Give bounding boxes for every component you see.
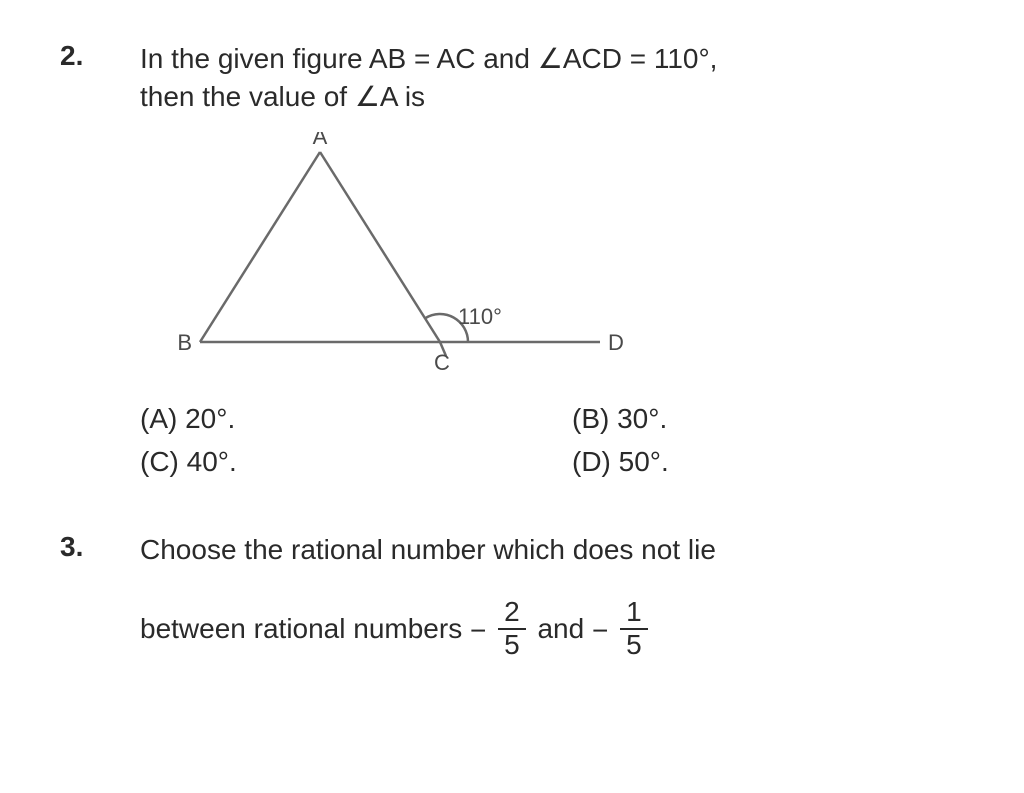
q2-option-c: (C) 40°. xyxy=(140,443,532,481)
label-angle-110: 110° xyxy=(458,304,502,329)
question-2: 2. In the given figure AB = AC and ∠ACD … xyxy=(60,40,964,481)
q2-options: (A) 20°. (B) 30°. (C) 40°. (D) 50°. xyxy=(140,400,964,482)
frac1-num: 2 xyxy=(498,597,526,630)
frac2: 1 5 xyxy=(620,597,648,661)
frac2-sign: − xyxy=(592,615,608,646)
q2-body: In the given figure AB = AC and ∠ACD = 1… xyxy=(140,40,964,481)
spacer xyxy=(60,491,964,531)
frac1-den: 5 xyxy=(498,630,526,661)
q3-and: and xyxy=(537,613,592,644)
frac1-sign: − xyxy=(470,615,486,646)
question-3: 3. Choose the rational number which does… xyxy=(60,531,964,662)
q2-line2: then the value of ∠A is xyxy=(140,78,964,116)
page: 2. In the given figure AB = AC and ∠ACD … xyxy=(0,0,1024,793)
frac2-num: 1 xyxy=(620,597,648,630)
q2-number: 2. xyxy=(60,40,140,72)
q3-between-prefix: between rational numbers xyxy=(140,613,470,644)
q3-between-line: between rational numbers − 2 5 and − 1 5 xyxy=(140,599,964,663)
triangle-diagram: A B C D 110° xyxy=(140,132,660,382)
label-c: C xyxy=(434,350,450,375)
label-b: B xyxy=(177,330,192,355)
q2-option-a: (A) 20°. xyxy=(140,400,532,438)
q3-number: 3. xyxy=(60,531,140,563)
q2-option-d: (D) 50°. xyxy=(572,443,964,481)
line-ab xyxy=(200,152,320,342)
q2-line1: In the given figure AB = AC and ∠ACD = 1… xyxy=(140,40,964,78)
q2-option-b: (B) 30°. xyxy=(572,400,964,438)
frac2-den: 5 xyxy=(620,630,648,661)
line-ac xyxy=(320,152,440,342)
frac1: 2 5 xyxy=(498,597,526,661)
q3-body: Choose the rational number which does no… xyxy=(140,531,964,662)
q3-text: Choose the rational number which does no… xyxy=(140,531,964,569)
label-d: D xyxy=(608,330,624,355)
label-a: A xyxy=(313,132,328,149)
q2-figure: A B C D 110° xyxy=(140,132,964,382)
